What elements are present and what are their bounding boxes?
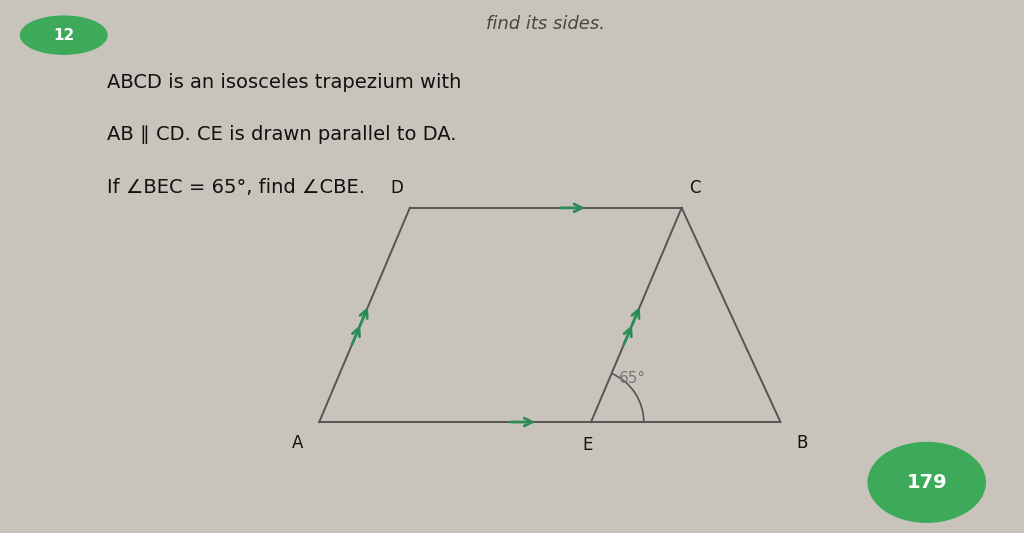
Text: D: D [390,179,403,197]
Text: B: B [797,434,808,453]
Circle shape [20,16,108,54]
Text: C: C [689,179,700,197]
Text: 65°: 65° [620,371,646,386]
Text: AB ∥ CD. CE is drawn parallel to DA.: AB ∥ CD. CE is drawn parallel to DA. [108,125,457,144]
Text: 179: 179 [906,473,947,492]
Text: ABCD is an isosceles trapezium with: ABCD is an isosceles trapezium with [108,72,462,92]
Text: A: A [292,434,303,453]
Circle shape [868,442,985,522]
Text: E: E [583,436,593,454]
Text: If ∠BEC = 65°, find ∠CBE.: If ∠BEC = 65°, find ∠CBE. [108,178,365,197]
Text: 12: 12 [53,28,75,43]
Text: find its sides.: find its sides. [486,15,605,33]
